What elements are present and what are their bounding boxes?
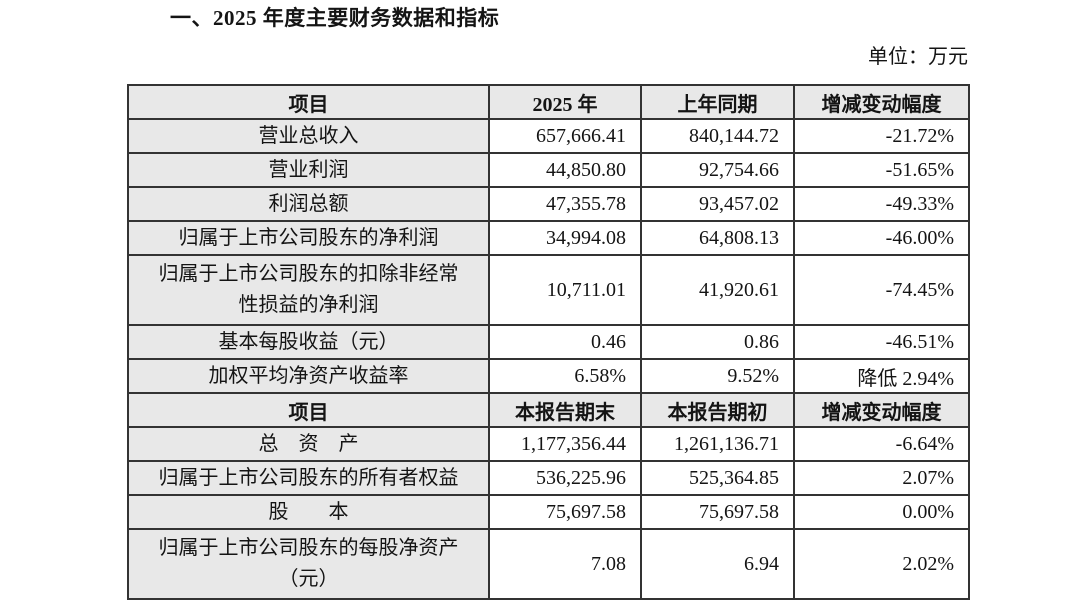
value-cell: 525,364.85 (640, 460, 795, 496)
value-cell: 93,457.02 (640, 186, 795, 222)
table-row: 归属于上市公司股东的扣除非经常 性损益的净利润 10,711.01 41,920.6… (127, 254, 970, 326)
table-row: 股 本 75,697.58 75,697.58 0.00% (127, 494, 970, 530)
table-row: 基本每股收益（元） 0.46 0.86 -46.51% (127, 324, 970, 360)
table-row: 加权平均净资产收益率 6.58% 9.52% 降低 2.94% (127, 358, 970, 394)
value-cell: 7.08 (488, 528, 642, 600)
value-cell: 34,994.08 (488, 220, 642, 256)
table-row: 归属于上市公司股东的所有者权益 536,225.96 525,364.85 2.07% (127, 460, 970, 496)
row-label-cell: 股 本 (127, 494, 490, 530)
value-cell: -49.33% (793, 186, 970, 222)
value-cell: 536,225.96 (488, 460, 642, 496)
column-header-cell: 本报告期初 (640, 392, 795, 428)
value-cell: 1,177,356.44 (488, 426, 642, 462)
column-header-cell: 项目 (127, 392, 490, 428)
column-header-cell: 项目 (127, 84, 490, 120)
financial-data-table: 项目 2025 年上年同期 增减变动幅度 营业总收入 657,666.41 840,144… (127, 84, 970, 600)
table-row: 营业总收入 657,666.41 840,144.72 -21.72% (127, 118, 970, 154)
value-cell: 0.46 (488, 324, 642, 360)
value-cell: 10,711.01 (488, 254, 642, 326)
row-label-cell: 总 资 产 (127, 426, 490, 462)
value-cell: 6.94 (640, 528, 795, 600)
row-label-cell: 利润总额 (127, 186, 490, 222)
value-cell: 2.02% (793, 528, 970, 600)
value-cell: 0.00% (793, 494, 970, 530)
row-label-cell: 归属于上市公司股东的净利润 (127, 220, 490, 256)
value-cell: 75,697.58 (640, 494, 795, 530)
row-label-cell: 基本每股收益（元） (127, 324, 490, 360)
value-cell: -21.72% (793, 118, 970, 154)
table-header-row: 项目 2025 年上年同期 增减变动幅度 (127, 84, 970, 120)
column-header-cell: 上年同期 (640, 84, 795, 120)
column-header-cell: 增减变动幅度 (793, 84, 970, 120)
row-label-cell: 归属于上市公司股东的扣除非经常 性损益的净利润 (127, 254, 490, 326)
value-cell: -46.51% (793, 324, 970, 360)
value-cell: 657,666.41 (488, 118, 642, 154)
value-cell: 41,920.61 (640, 254, 795, 326)
row-label-cell: 营业利润 (127, 152, 490, 188)
value-cell: 2.07% (793, 460, 970, 496)
value-cell: 1,261,136.71 (640, 426, 795, 462)
value-cell: 44,850.80 (488, 152, 642, 188)
table-row: 营业利润 44,850.80 92,754.66 -51.65% (127, 152, 970, 188)
column-header-cell: 2025 年 (488, 84, 642, 120)
value-cell: 47,355.78 (488, 186, 642, 222)
value-cell: -6.64% (793, 426, 970, 462)
unit-label: 单位：万元 (868, 46, 968, 68)
value-cell: 64,808.13 (640, 220, 795, 256)
row-label-cell: 归属于上市公司股东的每股净资产 （元） (127, 528, 490, 600)
value-cell: 840,144.72 (640, 118, 795, 154)
financial-table-body: 项目 2025 年上年同期 增减变动幅度 营业总收入 657,666.41 840,144… (127, 84, 970, 600)
value-cell: 75,697.58 (488, 494, 642, 530)
table-row: 归属于上市公司股东的每股净资产 （元） 7.08 6.94 2.02% (127, 528, 970, 600)
table-row: 总 资 产 1,177,356.44 1,261,136.71 -6.64% (127, 426, 970, 462)
column-header-cell: 本报告期末 (488, 392, 642, 428)
value-cell: 9.52% (640, 358, 795, 394)
value-cell: -74.45% (793, 254, 970, 326)
page-title: 一、2025 年度主要财务数据和指标 (170, 6, 500, 30)
table-row: 归属于上市公司股东的净利润 34,994.08 64,808.13 -46.00% (127, 220, 970, 256)
row-label-cell: 加权平均净资产收益率 (127, 358, 490, 394)
value-cell: 92,754.66 (640, 152, 795, 188)
value-cell: 降低 2.94% (793, 358, 970, 394)
value-cell: 0.86 (640, 324, 795, 360)
column-header-cell: 增减变动幅度 (793, 392, 970, 428)
row-label-cell: 归属于上市公司股东的所有者权益 (127, 460, 490, 496)
value-cell: 6.58% (488, 358, 642, 394)
value-cell: -46.00% (793, 220, 970, 256)
table-header-row: 项目 本报告期末 本报告期初 增减变动幅度 (127, 392, 970, 428)
row-label-cell: 营业总收入 (127, 118, 490, 154)
value-cell: -51.65% (793, 152, 970, 188)
table-row: 利润总额 47,355.78 93,457.02 -49.33% (127, 186, 970, 222)
